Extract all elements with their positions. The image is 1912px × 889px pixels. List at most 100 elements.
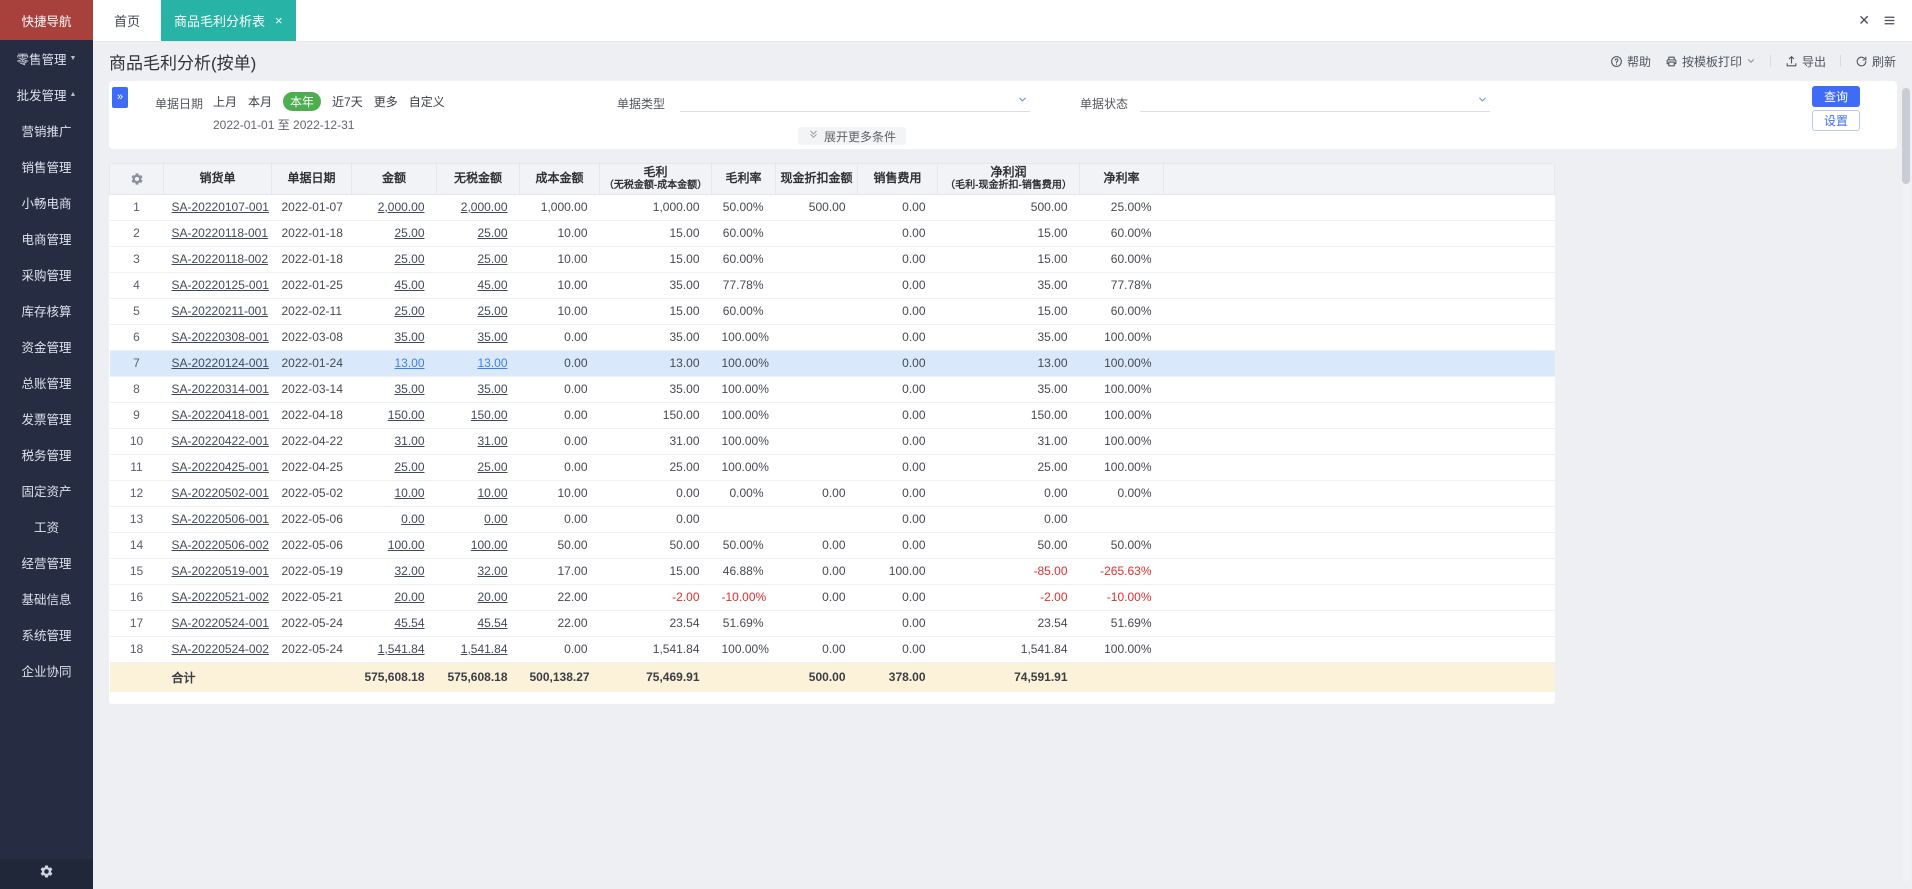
amount-link[interactable]: 0.00 — [401, 512, 425, 526]
table-row[interactable]: 10 SA-20220422-001 2022-04-22 31.00 31.00 0.0… — [109, 428, 1555, 455]
sidebar-item[interactable]: 资金管理 — [0, 328, 93, 364]
print-by-template-button[interactable]: 按模板打印 — [1665, 53, 1756, 70]
sidebar-item[interactable]: 工资 — [0, 508, 93, 544]
column-header[interactable]: 成本金额 — [519, 163, 600, 195]
quick-option[interactable]: 自定义 — [408, 95, 445, 109]
quick-option[interactable]: 上月 — [213, 95, 238, 109]
amount-link[interactable]: 25.00 — [394, 304, 425, 318]
table-row[interactable]: 18 SA-20220524-002 2022-05-24 1,541.84 1,541… — [109, 636, 1555, 663]
table-row[interactable]: 6 SA-20220308-001 2022-03-08 35.00 35.00 0.00… — [109, 324, 1555, 351]
sidebar-item[interactable]: 小畅电商 — [0, 184, 93, 220]
amount-link[interactable]: 25.00 — [394, 226, 425, 240]
table-row[interactable]: 2 SA-20220118-001 2022-01-18 25.00 25.00 10.0… — [109, 220, 1555, 247]
expand-more-button[interactable]: 展开更多条件 — [798, 127, 907, 145]
amount-link[interactable]: 13.00 — [394, 356, 425, 370]
refresh-button[interactable]: 刷新 — [1855, 53, 1896, 70]
order-link[interactable]: SA-20220314-001 — [171, 382, 269, 396]
column-header[interactable]: 单据日期 — [271, 163, 352, 195]
order-link[interactable]: SA-20220524-001 — [171, 616, 269, 630]
amount-link[interactable]: 31.00 — [394, 434, 425, 448]
quick-option[interactable]: 近7天 — [332, 95, 363, 109]
amount-link[interactable]: 20.00 — [477, 590, 508, 604]
amount-link[interactable]: 25.00 — [477, 226, 508, 240]
vertical-scrollbar[interactable] — [1902, 88, 1910, 883]
order-link[interactable]: SA-20220506-001 — [171, 512, 269, 526]
amount-link[interactable]: 25.00 — [477, 252, 508, 266]
amount-link[interactable]: 45.00 — [477, 278, 508, 292]
table-row[interactable]: 8 SA-20220314-001 2022-03-14 35.00 35.00 0.00… — [109, 376, 1555, 403]
order-link[interactable]: SA-20220308-001 — [171, 330, 269, 344]
amount-link[interactable]: 35.00 — [394, 382, 425, 396]
order-link[interactable]: SA-20220519-001 — [171, 564, 269, 578]
column-header[interactable]: 毛利率 — [711, 163, 776, 195]
order-link[interactable]: SA-20220418-001 — [171, 408, 269, 422]
sidebar-item[interactable]: 企业协同 — [0, 652, 93, 688]
order-link[interactable]: SA-20220425-001 — [171, 460, 269, 474]
sidebar-item[interactable]: 采购管理 — [0, 256, 93, 292]
help-button[interactable]: 帮助 — [1610, 53, 1651, 70]
table-row[interactable]: 12 SA-20220502-001 2022-05-02 10.00 10.00 10.… — [109, 480, 1555, 507]
sidebar-item[interactable]: 总账管理 — [0, 364, 93, 400]
amount-link[interactable]: 45.54 — [394, 616, 425, 630]
column-header[interactable]: 净利率 — [1079, 163, 1164, 195]
column-header[interactable]: 销售费用 — [857, 163, 938, 195]
amount-link[interactable]: 25.00 — [477, 460, 508, 474]
table-row[interactable]: 5 SA-20220211-001 2022-02-11 25.00 25.00 10.0… — [109, 298, 1555, 325]
amount-link[interactable]: 150.00 — [387, 408, 425, 422]
table-row[interactable]: 9 SA-20220418-001 2022-04-18 150.00 150.00 0.… — [109, 402, 1555, 429]
order-link[interactable]: SA-20220422-001 — [171, 434, 269, 448]
amount-link[interactable]: 32.00 — [477, 564, 508, 578]
table-row[interactable]: 15 SA-20220519-001 2022-05-19 32.00 32.00 17.… — [109, 558, 1555, 585]
amount-link[interactable]: 20.00 — [394, 590, 425, 604]
quick-option[interactable]: 更多 — [373, 95, 398, 109]
amount-link[interactable]: 2,000.00 — [460, 200, 508, 214]
date-range-value[interactable]: 2022-01-01 至 2022-12-31 — [213, 118, 355, 132]
amount-link[interactable]: 150.00 — [470, 408, 508, 422]
amount-link[interactable]: 31.00 — [477, 434, 508, 448]
order-link[interactable]: SA-20220118-002 — [171, 252, 269, 266]
table-row[interactable]: 17 SA-20220524-001 2022-05-24 45.54 45.54 22.… — [109, 610, 1555, 637]
amount-link[interactable]: 0.00 — [484, 512, 508, 526]
quick-option[interactable]: 本年 — [283, 92, 322, 111]
amount-link[interactable]: 32.00 — [394, 564, 425, 578]
order-link[interactable]: SA-20220125-001 — [171, 278, 269, 292]
table-row[interactable]: 13 SA-20220506-001 2022-05-06 0.00 0.00 0.00 0… — [109, 506, 1555, 533]
amount-link[interactable]: 25.00 — [394, 460, 425, 474]
doc-status-select[interactable] — [1140, 91, 1490, 112]
tab-list-icon[interactable] — [1883, 14, 1896, 27]
amount-link[interactable]: 35.00 — [477, 330, 508, 344]
sidebar-item[interactable]: 基础信息 — [0, 580, 93, 616]
amount-link[interactable]: 45.00 — [394, 278, 425, 292]
column-header[interactable]: 销货单 — [163, 163, 272, 195]
order-link[interactable]: SA-20220506-002 — [171, 538, 269, 552]
sidebar-item[interactable]: 电商管理 — [0, 220, 93, 256]
column-header[interactable]: 无税金额 — [436, 163, 520, 195]
sidebar-settings-button[interactable] — [0, 859, 93, 889]
tab-gross-profit-report[interactable]: 商品毛利分析表 × — [161, 0, 296, 41]
sidebar-item[interactable]: 固定资产 — [0, 472, 93, 508]
sidebar-item[interactable]: 发票管理 — [0, 400, 93, 436]
sidebar-item[interactable]: 库存核算 — [0, 292, 93, 328]
amount-link[interactable]: 25.00 — [477, 304, 508, 318]
order-link[interactable]: SA-20220502-001 — [171, 486, 269, 500]
sidebar-item[interactable]: 系统管理 — [0, 616, 93, 652]
sidebar-item[interactable]: 零售管理 ▼ — [0, 40, 93, 76]
sidebar-item[interactable]: 营销推广 — [0, 112, 93, 148]
sidebar-item[interactable]: 批发管理 ▲ — [0, 76, 93, 112]
order-link[interactable]: SA-20220118-001 — [171, 226, 269, 240]
amount-link[interactable]: 100.00 — [470, 538, 508, 552]
table-row[interactable]: 4 SA-20220125-001 2022-01-25 45.00 45.00 10.0… — [109, 272, 1555, 299]
amount-link[interactable]: 100.00 — [387, 538, 425, 552]
amount-link[interactable]: 1,541.84 — [460, 642, 508, 656]
order-link[interactable]: SA-20220211-001 — [171, 304, 269, 318]
table-row[interactable]: 11 SA-20220425-001 2022-04-25 25.00 25.00 0.0… — [109, 454, 1555, 481]
column-header[interactable]: 现金折扣金额 — [775, 163, 858, 195]
close-icon[interactable]: ✕ — [1858, 12, 1870, 28]
column-settings-button[interactable] — [109, 163, 164, 195]
sidebar-item[interactable]: 税务管理 — [0, 436, 93, 472]
amount-link[interactable]: 10.00 — [477, 486, 508, 500]
tab-home[interactable]: 首页 — [114, 14, 141, 29]
tab-close-icon[interactable]: × — [275, 13, 283, 28]
doc-type-select[interactable] — [680, 91, 1030, 112]
order-link[interactable]: SA-20220124-001 — [171, 356, 269, 370]
